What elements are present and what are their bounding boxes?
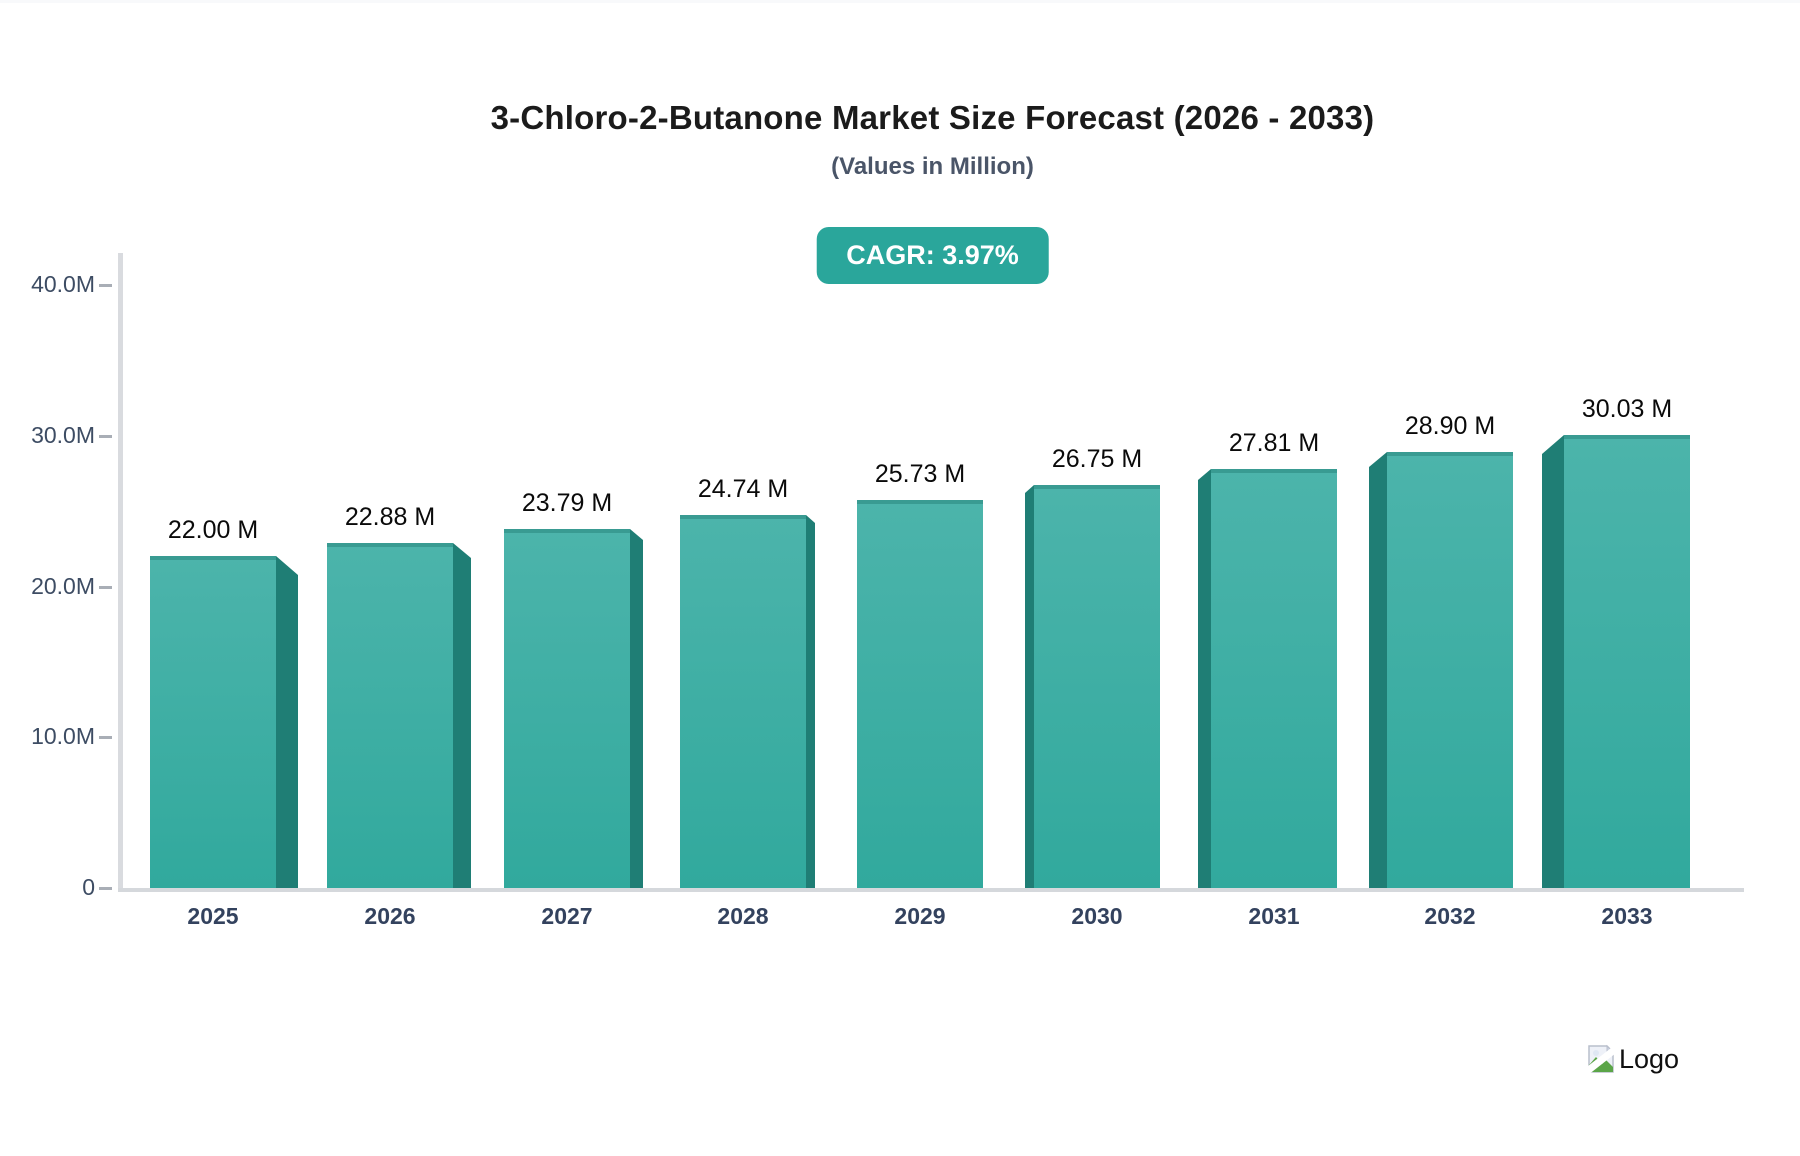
bar-2029 [857,500,983,888]
bar-2031 [1211,469,1337,888]
bar-value-2031: 27.81 M [1228,429,1320,457]
x-axis-line [118,888,1744,892]
bar-side-2030 [1025,485,1034,888]
bar-side-2031 [1198,469,1211,888]
y-axis-tick [99,284,112,287]
bar-value-2025: 22.00 M [167,516,259,544]
bar-value-2026: 22.88 M [344,503,436,531]
chart-header: 3-Chloro-2-Butanone Market Size Forecast… [120,3,1745,303]
bar-side-2028 [806,515,815,888]
y-axis-tick-label: 40.0M [31,271,95,297]
y-axis-tick [99,736,112,740]
y-axis-tick [99,887,112,890]
chart-subtitle: (Values in Million) [831,153,1034,180]
y-axis-tick-label: 20.0M [31,572,95,599]
bar-value-2032: 28.90 M [1404,412,1496,440]
bar-side-2026 [453,543,471,888]
bar-value-2029: 25.73 M [874,460,966,488]
chart-title: 3-Chloro-2-Butanone Market Size Forecast… [490,99,1375,136]
x-axis-label-2031: 2031 [1248,903,1300,929]
y-axis-tick-label: 30.0M [31,421,95,448]
x-axis-label-2027: 2027 [541,903,593,929]
x-axis-label-2032: 2032 [1424,903,1476,929]
bar-2030 [1034,485,1160,888]
bar-2032 [1387,452,1513,888]
bar-2025 [150,556,276,888]
x-axis-label-2029: 2029 [894,903,946,929]
bar-side-2027 [630,529,643,888]
bar-side-2033 [1542,435,1564,888]
bar-value-2027: 23.79 M [521,489,613,517]
bar-side-2025 [276,556,298,888]
logo: Logo [1585,1043,1679,1075]
bar-2026 [327,543,453,888]
bar-value-2033: 30.03 M [1581,395,1673,423]
cagr-badge-label: CAGR: 3.97% [846,240,1019,270]
y-axis-tick [99,585,112,589]
x-axis-label-2030: 2030 [1071,903,1123,929]
bar-chart: 40.0M 30.0M 20.0M 10.0M 0 22.00 M 2025 22.88 M 2… [0,3,1800,1156]
bar-2028 [680,515,806,888]
y-axis-line [118,253,123,892]
bar-value-2030: 26.75 M [1051,445,1143,473]
x-axis-label-2028: 2028 [717,903,769,929]
y-axis-tick [99,434,112,438]
y-axis-tick-label: 0 [82,874,95,900]
cagr-badge: CAGR: 3.97% [816,227,1049,284]
broken-image-icon [1585,1044,1617,1075]
bar-side-2032 [1369,452,1387,888]
x-axis-label-2026: 2026 [364,903,416,929]
bar-2033 [1564,435,1690,888]
x-axis-label-2025: 2025 [187,903,239,929]
bar-2027 [504,529,630,888]
bar-value-2028: 24.74 M [697,475,789,503]
x-axis-label-2033: 2033 [1601,903,1653,929]
y-axis-tick-label: 10.0M [31,723,95,750]
logo-text: Logo [1619,1043,1680,1074]
